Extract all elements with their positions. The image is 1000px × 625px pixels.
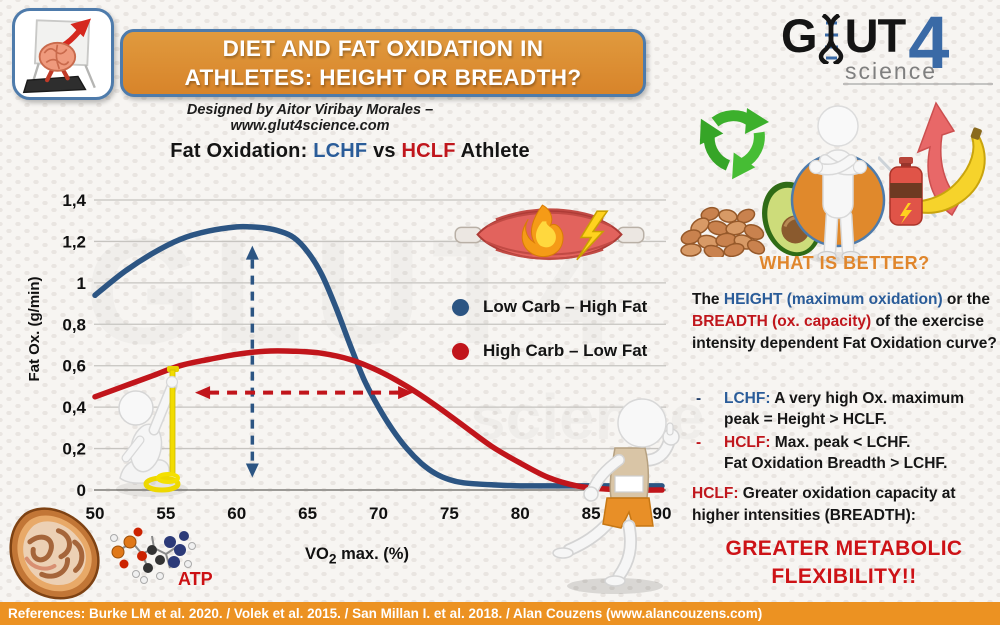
atp-label: ATP [178, 569, 213, 589]
energy-gel-icon [889, 157, 923, 226]
svg-text:70: 70 [369, 504, 388, 523]
lchf-legend-label: Low Carb – High Fat [483, 297, 648, 316]
carbs-fuel-group [878, 101, 986, 226]
title-line-1: DIET AND FAT OXIDATION IN [222, 36, 544, 61]
svg-text:65: 65 [298, 504, 317, 523]
svg-text:55: 55 [156, 504, 175, 523]
brand-science-text: science [845, 58, 937, 84]
brain-treadmill-logo [12, 8, 114, 100]
title-line-2: ATHLETES: HEIGHT OR BREADTH? [184, 65, 582, 90]
bullet-list: - LCHF: A very high Ox. maximum peak = Hei… [694, 388, 1000, 476]
glut4-science-logo: G UT 4 science [781, 1, 996, 92]
recycle-icon [699, 108, 769, 180]
svg-text:0,2: 0,2 [62, 440, 86, 459]
measuring-figure-icon [116, 366, 188, 497]
almonds-icon [680, 206, 766, 257]
svg-text:75: 75 [440, 504, 459, 523]
svg-text:50: 50 [86, 504, 105, 523]
highlight-line-1: GREATER METABOLIC [725, 537, 963, 560]
what-is-better-heading: WHAT IS BETTER? [759, 253, 930, 273]
y-axis-title: Fat Ox. (g/min) [26, 276, 43, 382]
svg-text:0,8: 0,8 [62, 315, 86, 334]
byline: Designed by Aitor Viribay Morales – www.… [186, 102, 434, 134]
title-banner: DIET AND FAT OXIDATION IN ATHLETES: HEIG… [120, 29, 646, 97]
svg-text:0,6: 0,6 [62, 357, 86, 376]
svg-text:90: 90 [653, 504, 672, 523]
legend-item-hclf: High Carb – Low Fat [452, 338, 647, 364]
svg-text:0,4: 0,4 [62, 398, 86, 417]
svg-text:0: 0 [77, 481, 86, 500]
chart-legend: Low Carb – High Fat High Carb – Low Fat [452, 294, 647, 382]
burning-muscle-icon [454, 204, 645, 261]
hclf-legend-dot [452, 342, 469, 360]
svg-text:85: 85 [582, 504, 601, 523]
references-bar: References: Burke LM et al. 2020. / Vole… [0, 602, 1000, 625]
svg-text:60: 60 [227, 504, 246, 523]
svg-text:80: 80 [511, 504, 530, 523]
highlight-text: GREATER METABOLIC FLEXIBILITY!! [690, 535, 998, 591]
hclf-legend-label: High Carb – Low Fat [483, 341, 648, 360]
brand-letters-ut: UT [844, 9, 907, 62]
x-axis-title: VO2 max. (%) [305, 545, 409, 567]
lchf-legend-dot [452, 298, 469, 316]
bullet-item: - LCHF: A very high Ox. maximum peak = Hei… [696, 390, 965, 428]
brand-underline [843, 83, 993, 85]
dna-helix-icon [818, 14, 843, 64]
svg-text:1,4: 1,4 [62, 191, 86, 210]
conclusion-text: HCLF: Greater oxidation capacity at high… [692, 485, 956, 524]
brain-on-treadmill-icon [22, 18, 96, 94]
legend-item-lchf: Low Carb – High Fat [452, 294, 647, 320]
highlight-line-2: FLEXIBILITY!! [771, 565, 917, 588]
brand-letter-g: G [781, 9, 818, 62]
mitochondria-icon [9, 507, 100, 600]
atp-molecule-icon [110, 527, 196, 584]
fat-oxidation-chart: 1,4 1,2 1 0,8 0,6 0,4 0,2 050 55 60 65 70 75 80 85 90 [62, 191, 672, 523]
brand-number-4: 4 [908, 1, 950, 84]
svg-text:1,2: 1,2 [62, 232, 86, 251]
crossed-arms-figure-icon [790, 105, 886, 264]
explanation-paragraph: The HEIGHT (maximum oxidation) or the BR… [692, 291, 997, 352]
runner-figure-icon [552, 398, 680, 594]
svg-text:1: 1 [77, 274, 86, 293]
chart-title: Fat Oxidation: LCHF vs HCLF Athlete [170, 140, 530, 162]
pink-up-arrow-icon [916, 101, 961, 217]
bullet-item: - HCLF: Max. peak < LCHF. Fat Oxidation Br… [696, 434, 948, 472]
